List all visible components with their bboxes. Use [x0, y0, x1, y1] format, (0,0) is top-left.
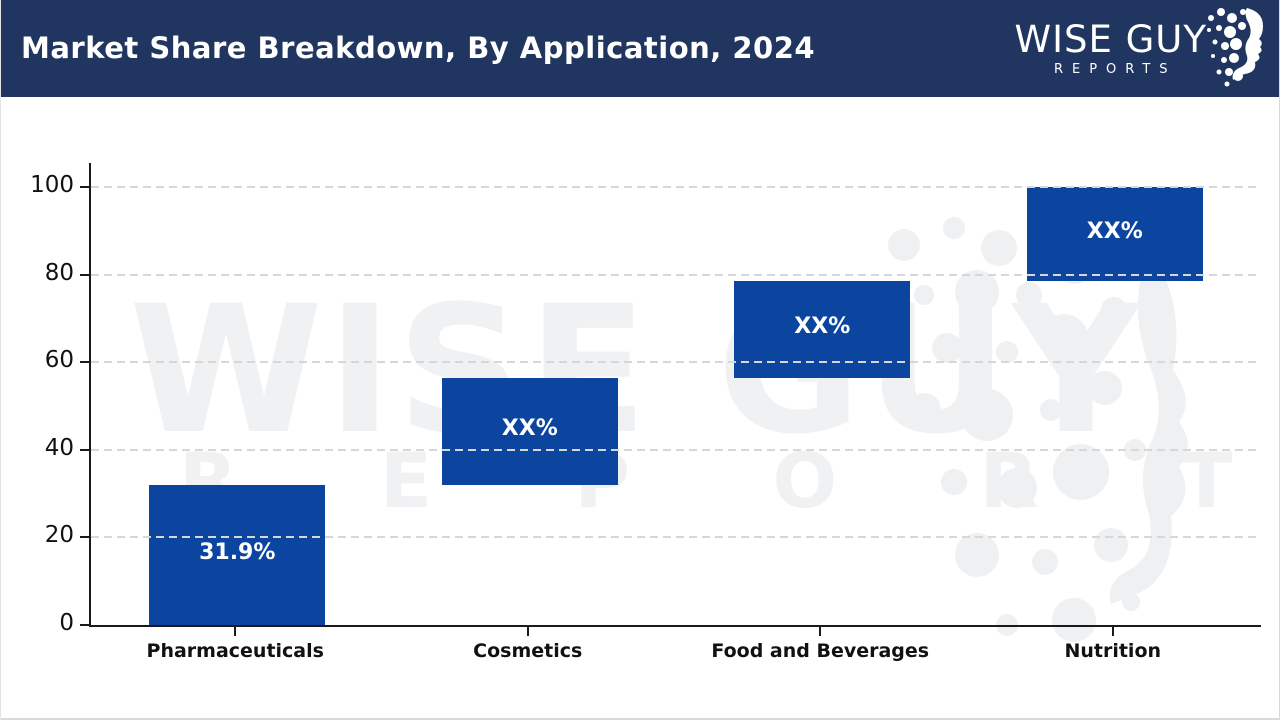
x-category-label: Food and Beverages: [711, 640, 930, 662]
logo-text: WISE GUY REPORTS: [1015, 20, 1207, 78]
wise-guy-reports-logo: WISE GUY REPORTS: [1015, 4, 1269, 94]
y-tick-label: 0: [59, 610, 74, 636]
bar-segment-nutrition: [1026, 187, 1203, 282]
y-tick-mark: [80, 624, 89, 626]
gridline: [91, 361, 1261, 364]
plot-area: 31.9% XX% XX% XX%: [89, 163, 1261, 627]
dotted-face-profile-icon: [1207, 8, 1263, 87]
y-tick-mark: [80, 536, 89, 539]
gridline: [91, 448, 1261, 451]
bar-value-label: XX%: [501, 416, 558, 442]
x-category-label: Cosmetics: [473, 640, 583, 662]
bar-value-label: XX%: [794, 314, 851, 340]
bar-segment-pharmaceuticals: [149, 485, 326, 625]
gridline: [91, 273, 1261, 276]
y-tick-mark: [80, 186, 89, 188]
y-tick-label: 60: [44, 347, 74, 374]
bar-segment-cosmetics: [441, 377, 618, 486]
gridline: [91, 186, 1261, 188]
logo-subtitle: REPORTS: [1053, 62, 1177, 77]
logo-wordmark: WISE GUY: [1014, 18, 1207, 61]
x-tick-mark: [234, 627, 237, 636]
y-tick-label: 20: [44, 522, 74, 549]
header-band: Market Share Breakdown, By Application, …: [1, 0, 1279, 97]
x-category-label: Nutrition: [1064, 640, 1162, 662]
y-tick-label: 80: [44, 259, 74, 286]
bottom-edge-line: [1, 718, 1279, 720]
y-tick-mark: [80, 361, 89, 364]
x-tick-mark: [1111, 627, 1114, 636]
x-category-label: Pharmaceuticals: [146, 640, 324, 662]
y-tick-mark: [80, 273, 89, 276]
x-tick-mark: [819, 627, 822, 636]
bar-value-label: 31.9%: [199, 540, 276, 566]
y-tick-mark: [80, 448, 89, 451]
y-tick-label: 40: [44, 434, 74, 461]
bar-value-label: XX%: [1086, 219, 1143, 245]
x-tick-mark: [526, 627, 529, 636]
page-title: Market Share Breakdown, By Application, …: [21, 31, 816, 65]
y-tick-label: 100: [30, 172, 74, 198]
gridline: [91, 536, 1261, 539]
